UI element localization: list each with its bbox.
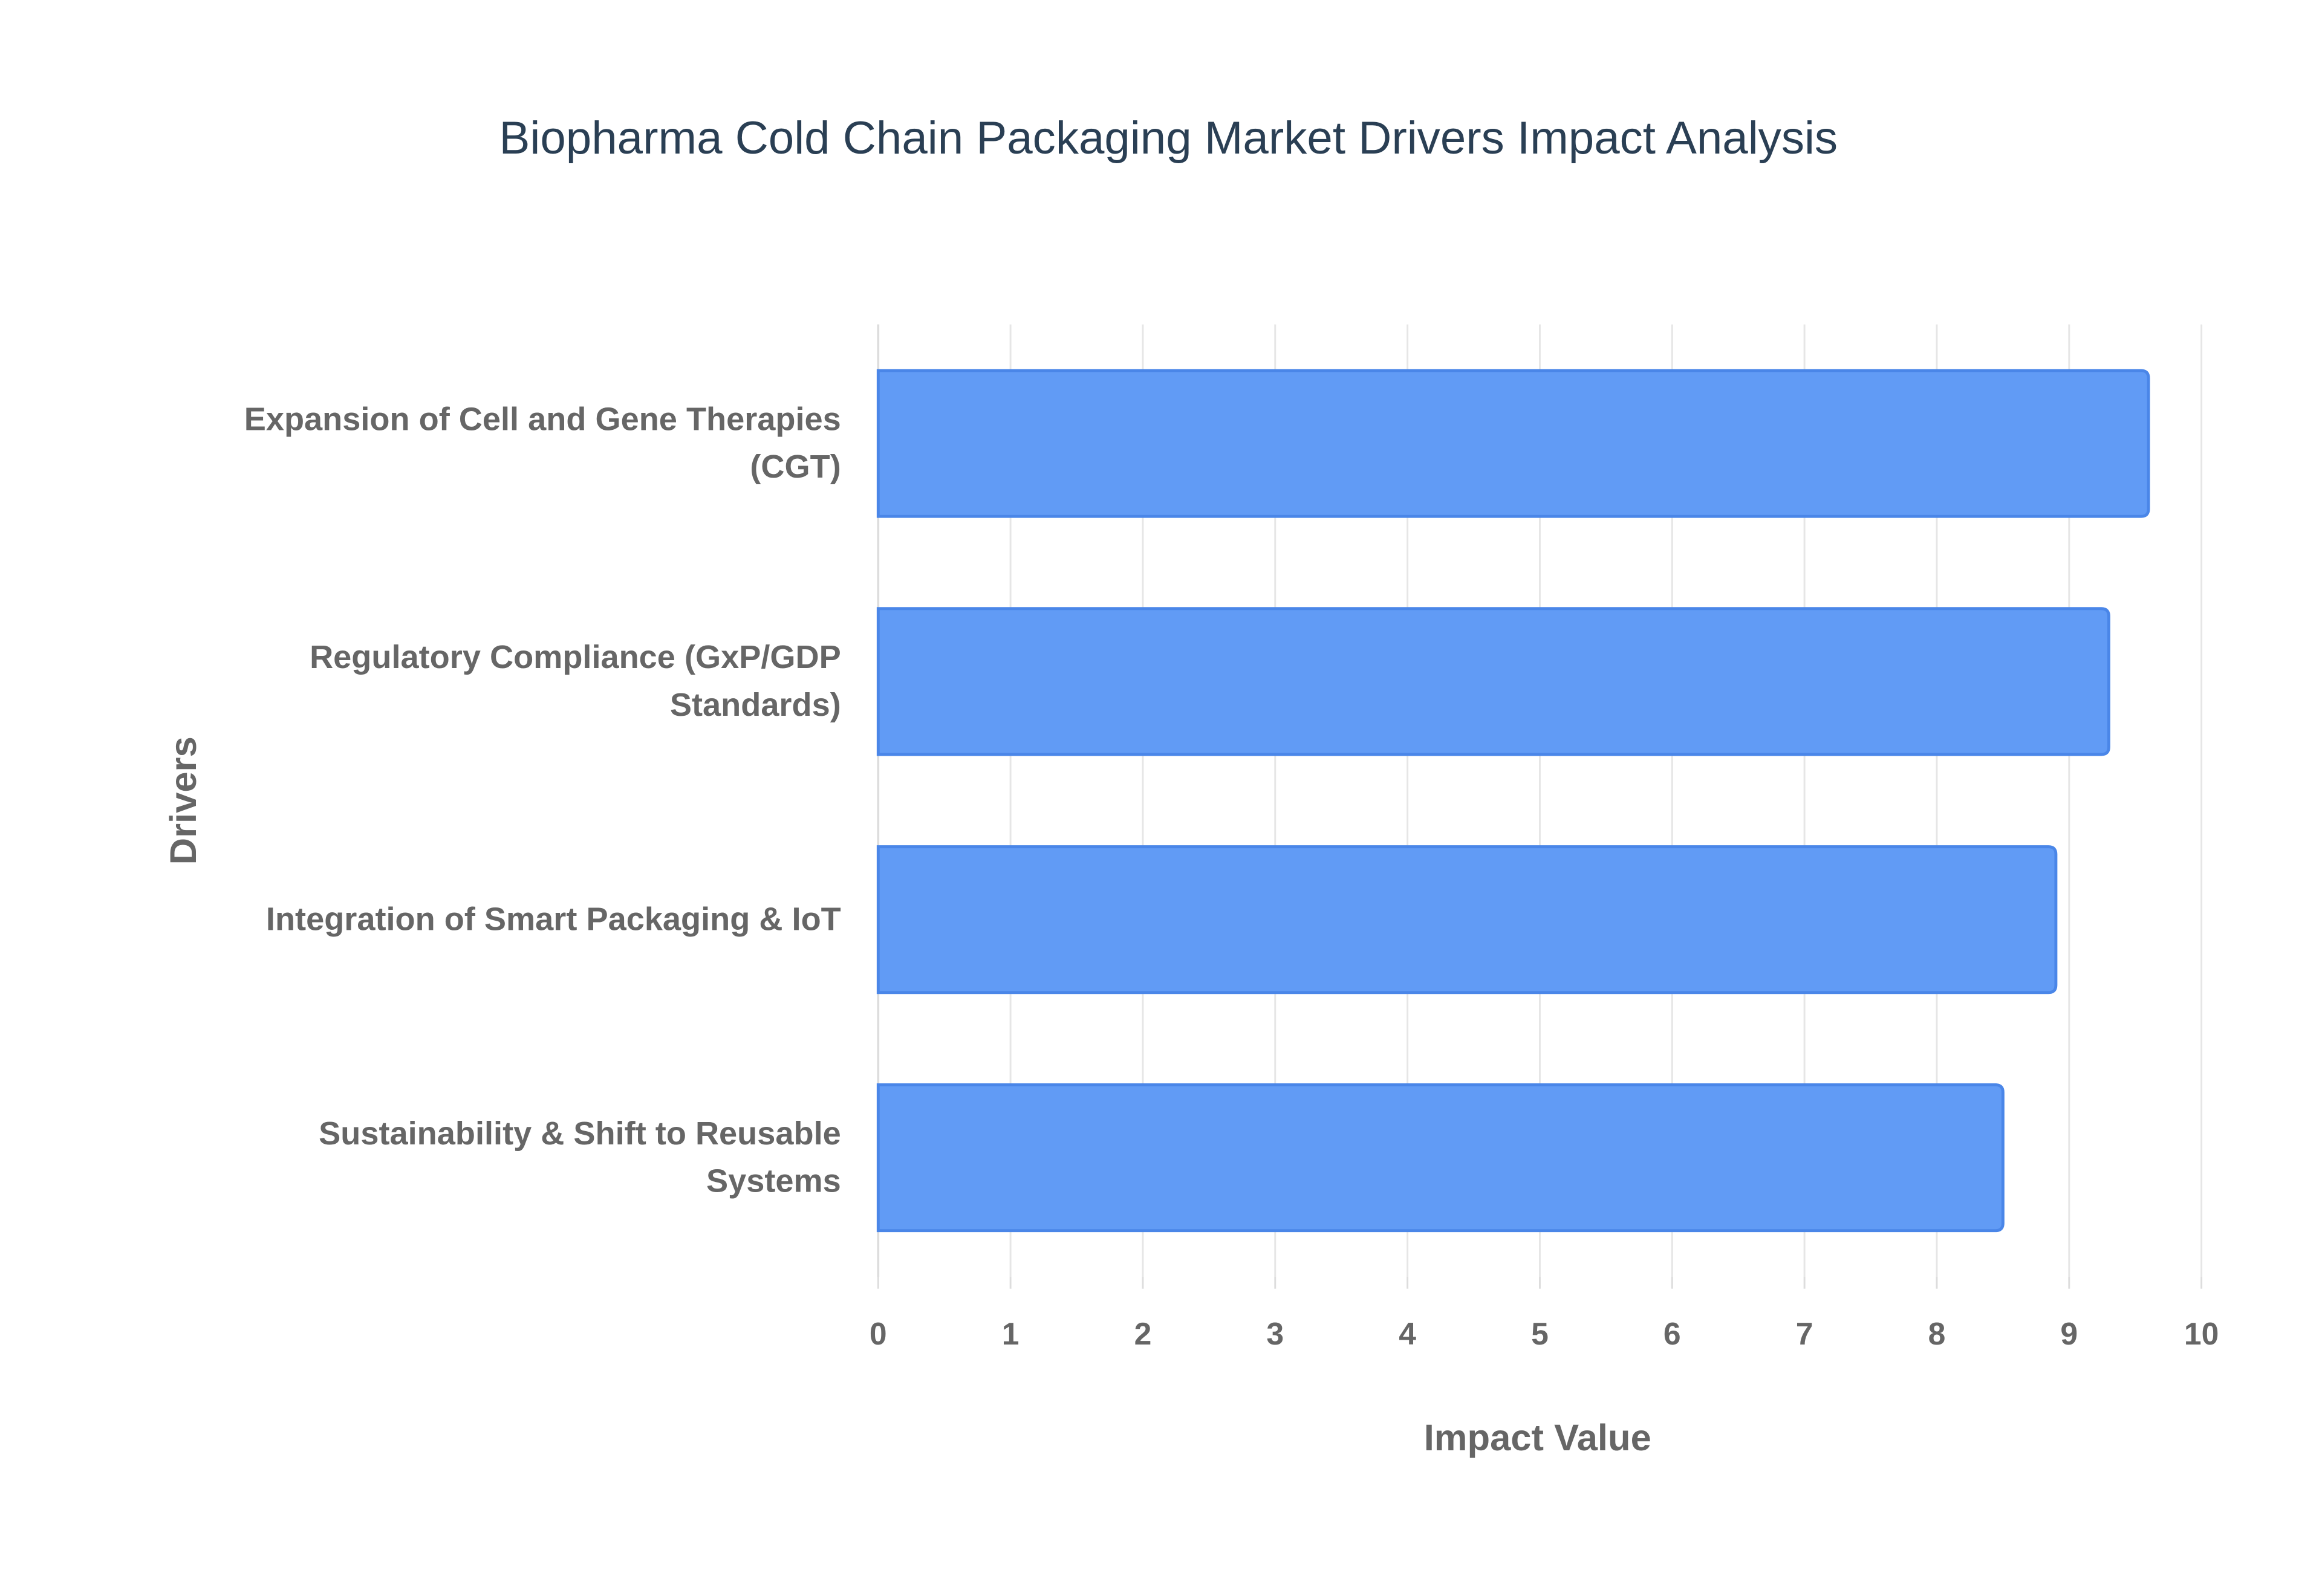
- x-tick-label: 9: [2060, 1316, 2078, 1351]
- x-tick-label: 3: [1266, 1316, 1284, 1351]
- y-tick-label-box: Sustainability & Shift to Reusable Syste…: [319, 1114, 841, 1199]
- x-tick-label: 7: [1796, 1316, 1813, 1351]
- x-tick-label: 8: [1928, 1316, 1946, 1351]
- y-tick-label: Expansion of Cell and Gene Therapies (CG…: [244, 400, 841, 485]
- bar: [876, 369, 2150, 518]
- y-tick-label-box: Expansion of Cell and Gene Therapies (CG…: [244, 400, 841, 485]
- y-tick-label: Sustainability & Shift to Reusable Syste…: [319, 1114, 841, 1199]
- x-axis-label: Impact Value: [1424, 1417, 1651, 1459]
- bar: [876, 607, 2110, 756]
- bar: [876, 845, 2058, 994]
- y-tick-label: Integration of Smart Packaging & IoT: [265, 900, 841, 938]
- x-tick-label: 10: [2184, 1316, 2219, 1351]
- y-tick-label: Regulatory Compliance (GxP/GDP Standards…: [310, 638, 841, 724]
- x-tick-label: 1: [1002, 1316, 1020, 1351]
- y-axis-label: Drivers: [163, 736, 204, 864]
- y-tick-label-box: Integration of Smart Packaging & IoT: [265, 900, 841, 938]
- x-tick-label: 0: [870, 1316, 887, 1351]
- chart-title: Biopharma Cold Chain Packaging Market Dr…: [499, 112, 1838, 164]
- y-tick-label-box: Regulatory Compliance (GxP/GDP Standards…: [310, 638, 841, 724]
- x-tick-label: 4: [1399, 1316, 1416, 1351]
- bar: [876, 1083, 2005, 1233]
- x-tick-label: 6: [1663, 1316, 1681, 1351]
- x-tick-label: 2: [1134, 1316, 1152, 1351]
- x-tick-label: 5: [1531, 1316, 1549, 1351]
